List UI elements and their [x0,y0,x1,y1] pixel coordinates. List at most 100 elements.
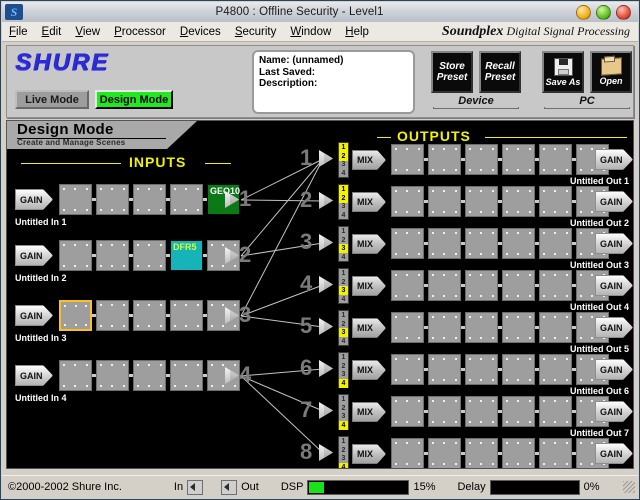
output-mix-ch-3-2[interactable]: 2 [341,236,346,244]
output-mix-ch-5-1[interactable]: 1 [341,312,346,319]
output-mix-ch-6-2[interactable]: 2 [341,362,346,370]
output-mix-block-3[interactable]: MIX [352,234,386,254]
input-gain-block-4[interactable]: GAIN [15,365,53,386]
input-gain-block-1[interactable]: GAIN [15,189,53,210]
output-slot-2-1[interactable] [391,186,424,217]
output-mix-block-2[interactable]: MIX [352,192,386,212]
output-slot-1-3[interactable] [465,144,498,175]
menu-item-processor[interactable]: Processor [114,25,166,38]
resize-grip[interactable] [623,481,635,493]
output-mix-ch-5-2[interactable]: 2 [341,320,346,328]
input-slot-4-4[interactable] [170,360,203,391]
menu-item-window[interactable]: Window [290,25,332,38]
output-mix-ch-2-1[interactable]: 1 [339,185,348,194]
output-mix-ch-8-3[interactable]: 3 [341,455,346,462]
input-slot-3-3[interactable] [133,300,166,331]
output-mix-ch-8-2[interactable]: 2 [341,446,346,454]
input-slot-3-2[interactable] [96,300,129,331]
output-slot-6-4[interactable] [502,354,535,385]
output-slot-8-1[interactable] [391,438,424,468]
input-slot-4-1[interactable] [59,360,92,391]
output-slot-3-5[interactable] [539,228,572,259]
input-slot-1-2[interactable] [96,184,129,215]
input-slot-3-1[interactable] [59,300,92,331]
output-mix-ch-1-3[interactable]: 3 [341,161,346,168]
output-slot-7-5[interactable] [539,396,572,427]
output-slot-6-5[interactable] [539,354,572,385]
output-gain-block-7[interactable]: GAIN [595,401,633,422]
output-gain-block-3[interactable]: GAIN [595,233,633,254]
close-button[interactable] [616,4,631,20]
output-slot-1-4[interactable] [502,144,535,175]
output-mix-ch-1-1[interactable]: 1 [339,143,348,152]
live-mode-button[interactable]: Live Mode [15,90,89,109]
output-gain-block-1[interactable]: GAIN [595,149,633,170]
output-slot-1-5[interactable] [539,144,572,175]
output-mix-ch-1-2[interactable]: 2 [339,151,348,161]
output-slot-7-3[interactable] [465,396,498,427]
input-slot-1-5[interactable]: GEQ10 [207,184,240,215]
menu-item-edit[interactable]: Edit [41,25,62,38]
output-mix-ch-3-1[interactable]: 1 [341,228,346,235]
output-mix-ch-1-4[interactable]: 4 [341,169,346,177]
output-mix-ch-3-3[interactable]: 3 [339,244,348,253]
output-mix-ch-5-4[interactable]: 4 [341,337,346,345]
output-mix-ch-7-2[interactable]: 2 [341,404,346,412]
output-gain-block-2[interactable]: GAIN [595,191,633,212]
output-gain-block-6[interactable]: GAIN [595,359,633,380]
output-slot-2-5[interactable] [539,186,572,217]
input-slot-4-2[interactable] [96,360,129,391]
output-slot-7-1[interactable] [391,396,424,427]
output-mix-ch-4-1[interactable]: 1 [341,270,346,277]
output-slot-4-2[interactable] [428,270,461,301]
output-mix-ch-8-4[interactable]: 4 [339,462,348,468]
output-slot-8-4[interactable] [502,438,535,468]
output-mix-block-1[interactable]: MIX [352,150,386,170]
input-slot-2-4[interactable]: DFR5 [170,240,203,271]
output-slot-2-3[interactable] [465,186,498,217]
output-slot-4-5[interactable] [539,270,572,301]
output-slot-8-2[interactable] [428,438,461,468]
output-slot-4-4[interactable] [502,270,535,301]
output-slot-7-4[interactable] [502,396,535,427]
recall-preset-button[interactable]: Recall Preset [479,51,521,93]
minimize-button[interactable] [576,4,591,20]
input-slot-2-3[interactable] [133,240,166,271]
menu-item-devices[interactable]: Devices [179,25,221,38]
output-mix-ch-7-4[interactable]: 4 [339,420,348,430]
input-slot-1-1[interactable] [59,184,92,215]
output-slot-3-2[interactable] [428,228,461,259]
output-mix-ch-2-2[interactable]: 2 [339,193,348,203]
output-mix-block-5[interactable]: MIX [352,318,386,338]
output-slot-8-3[interactable] [465,438,498,468]
output-mix-ch-3-4[interactable]: 4 [341,253,346,261]
output-slot-5-4[interactable] [502,312,535,343]
output-slot-8-5[interactable] [539,438,572,468]
output-mix-block-4[interactable]: MIX [352,276,386,296]
maximize-button[interactable] [596,4,611,20]
output-slot-6-1[interactable] [391,354,424,385]
design-mode-button[interactable]: Design Mode [95,90,173,109]
output-slot-5-1[interactable] [391,312,424,343]
output-slot-6-3[interactable] [465,354,498,385]
output-slot-3-1[interactable] [391,228,424,259]
output-slot-4-3[interactable] [465,270,498,301]
output-mix-ch-7-3[interactable]: 3 [341,413,346,420]
menu-item-view[interactable]: View [75,25,101,38]
menu-item-security[interactable]: Security [234,25,277,38]
input-gain-block-2[interactable]: GAIN [15,245,53,266]
output-mix-ch-4-3[interactable]: 3 [339,286,348,295]
store-preset-button[interactable]: Store Preset [431,51,473,93]
menu-item-file[interactable]: File [9,25,28,38]
output-mix-ch-8-1[interactable]: 1 [341,438,346,445]
output-mix-ch-2-4[interactable]: 4 [341,211,346,219]
output-slot-3-3[interactable] [465,228,498,259]
input-speaker-icon[interactable] [187,479,204,495]
output-mix-ch-6-1[interactable]: 1 [341,354,346,361]
output-mix-ch-6-4[interactable]: 4 [339,378,348,388]
output-slot-5-5[interactable] [539,312,572,343]
